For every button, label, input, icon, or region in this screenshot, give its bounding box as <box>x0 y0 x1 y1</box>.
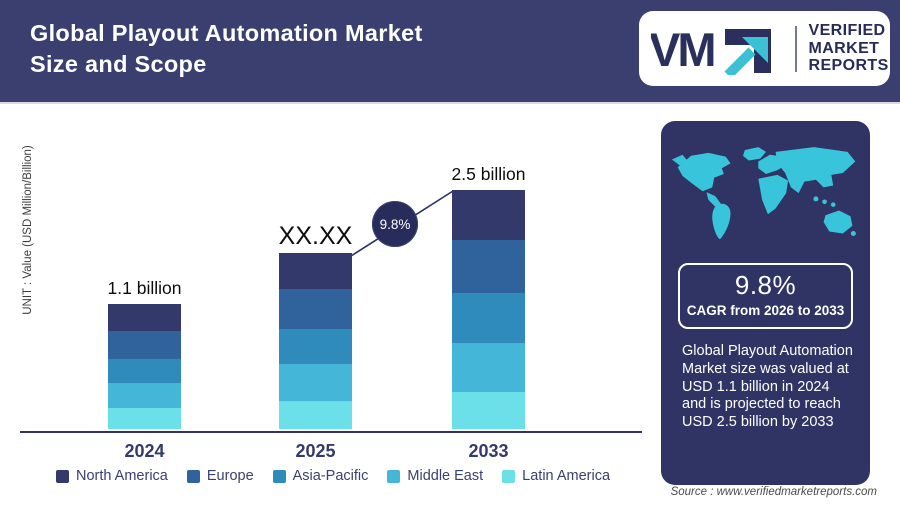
segment-north-america <box>452 190 525 240</box>
bar-total-label-2033: 2.5 billion <box>451 164 526 184</box>
page-title-line2: Size and Scope <box>30 51 207 77</box>
segment-europe <box>108 331 181 359</box>
legend-label: Asia-Pacific <box>292 468 369 484</box>
legend-swatch-icon <box>56 469 69 483</box>
header-banner: Global Playout Automation Market Size an… <box>0 0 900 104</box>
brand-line: REPORTS <box>808 57 889 75</box>
segment-asia-pacific <box>279 329 352 364</box>
legend-swatch-icon <box>387 469 401 483</box>
legend-swatch-icon <box>272 469 286 483</box>
legend-item-middle-east: Middle East <box>387 468 483 484</box>
x-axis-label-2025: 2025 <box>295 441 336 461</box>
x-axis-label-2024: 2024 <box>124 441 165 461</box>
growth-badge: 9.8% <box>372 201 418 247</box>
legend-item-latin-america: Latin America <box>502 468 610 484</box>
bar-chart: UNIT : Value (USD Million/Billion) 9.8% … <box>0 104 660 506</box>
legend-label: North America <box>76 468 168 484</box>
legend-label: Latin America <box>522 468 611 484</box>
legend-item-europe: Europe <box>186 468 254 484</box>
market-summary-text: Global Playout Automation Market size wa… <box>682 343 853 431</box>
segment-north-america <box>108 304 181 331</box>
segment-europe <box>452 240 525 293</box>
legend-item-asia-pacific: Asia-Pacific <box>272 468 369 484</box>
segment-asia-pacific <box>452 293 525 343</box>
segment-middle-east <box>452 343 525 392</box>
logo-divider <box>795 25 797 72</box>
cagr-caption: CAGR from 2026 to 2033 <box>686 303 845 318</box>
summary-panel: 9.8% CAGR from 2026 to 2033 Global Playo… <box>661 121 870 485</box>
segment-latin-america <box>279 401 352 429</box>
brand-line: VERIFIED <box>808 22 886 40</box>
vmr-arrow-icon <box>724 46 756 75</box>
vmr-arrow-head-icon <box>742 36 768 63</box>
segment-middle-east <box>279 364 352 401</box>
legend-label: Europe <box>206 468 254 484</box>
svg-text:VM: VM <box>651 23 714 75</box>
legend-item-north-america: North America <box>56 468 168 484</box>
bar-total-label-2025: XX.XX <box>278 222 353 250</box>
brand-line: MARKET <box>808 39 880 57</box>
legend-label: Middle East <box>407 468 484 484</box>
source-attribution: Source : www.verifiedmarketreports.com <box>670 486 877 498</box>
legend-swatch-icon <box>502 469 516 483</box>
stacked-bar-2024: 1.1 billion <box>108 278 181 429</box>
segment-latin-america <box>452 392 525 429</box>
bar-total-label-2024: 1.1 billion <box>107 278 182 298</box>
stacked-bar-2025: XX.XX <box>279 222 352 429</box>
legend-swatch-icon <box>186 469 200 483</box>
x-axis-line <box>20 431 642 433</box>
growth-badge-label: 9.8% <box>379 216 411 232</box>
world-map <box>671 147 856 240</box>
legend: North America Europe Asia-Pacific Middle Ea… <box>56 468 610 484</box>
page-title-line1: Global Playout Automation Market <box>30 20 423 46</box>
y-axis-unit-label: UNIT : Value (USD Million/Billion) <box>22 145 34 315</box>
cagr-value: 9.8% <box>734 270 797 300</box>
segment-asia-pacific <box>108 359 181 383</box>
vmr-logo: VM VERIFIED MARKET REPORTS <box>639 11 890 86</box>
x-axis-label-2033: 2033 <box>468 441 509 461</box>
segment-middle-east <box>108 383 181 408</box>
brand-wordmark: VERIFIED MARKET REPORTS <box>809 22 889 75</box>
vmr-logo-icon: VM <box>651 23 771 75</box>
segment-europe <box>279 289 352 329</box>
cagr-box: 9.8% CAGR from 2026 to 2033 <box>678 263 853 329</box>
segment-north-america <box>279 253 352 289</box>
segment-latin-america <box>108 408 181 429</box>
page-title: Global Playout Automation Market Size an… <box>30 18 423 80</box>
stacked-bar-2033: 2.5 billion <box>452 164 525 429</box>
